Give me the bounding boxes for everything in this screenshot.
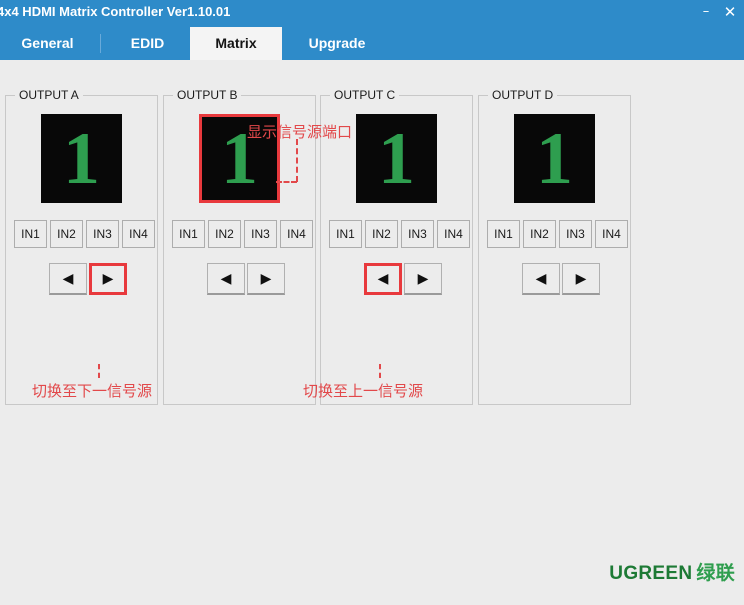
output-d-display: 1	[514, 114, 595, 203]
minimize-button[interactable]: –	[702, 4, 710, 19]
brand-name-cn: 绿联	[696, 562, 735, 584]
tab-edid[interactable]: EDID	[130, 35, 165, 51]
output-d-next-arrow-icon[interactable]: ▶	[562, 263, 600, 295]
annotation-prev-source: 切换至上一信号源	[303, 382, 424, 400]
tab-bar: General EDID Matrix Upgrade	[0, 27, 744, 60]
output-b-in2-button[interactable]: IN2	[208, 220, 241, 248]
output-c-next-arrow-icon[interactable]: ▶	[404, 263, 442, 295]
annotation-next-source: 切换至下一信号源	[32, 382, 153, 400]
output-b-prev-arrow-icon[interactable]: ◀	[207, 263, 245, 295]
output-b-in3-button[interactable]: IN3	[244, 220, 277, 248]
annotation-leader-line-display-port-horizontal	[276, 181, 297, 183]
output-d-display-value: 1	[536, 117, 573, 200]
window-titlebar: 4x4 HDMI Matrix Controller Ver1.10.01 – …	[0, 0, 744, 27]
output-group-d: OUTPUT D 1 IN1 IN2 IN3 IN4 ◀ ▶	[478, 88, 631, 405]
output-c-in1-button[interactable]: IN1	[329, 220, 362, 248]
brand-logo: UGREEN 绿联	[609, 558, 735, 585]
output-a-in4-button[interactable]: IN4	[122, 220, 155, 248]
output-a-in1-button[interactable]: IN1	[14, 220, 47, 248]
output-b-in1-button[interactable]: IN1	[172, 220, 205, 248]
output-c-prev-arrow-icon[interactable]: ◀	[364, 263, 402, 295]
output-b-title: OUTPUT B	[173, 88, 242, 102]
output-c-display: 1	[356, 114, 437, 203]
output-group-a: OUTPUT A 1 IN1 IN2 IN3 IN4 ◀ ▶	[5, 88, 158, 405]
output-d-title: OUTPUT D	[488, 88, 558, 102]
tab-general[interactable]: General	[21, 35, 74, 51]
output-c-input-buttons: IN1 IN2 IN3 IN4	[329, 220, 470, 248]
output-c-in3-button[interactable]: IN3	[401, 220, 434, 248]
output-group-b: OUTPUT B 1 IN1 IN2 IN3 IN4 ◀ ▶	[163, 88, 316, 405]
output-b-arrow-buttons: ◀ ▶	[207, 263, 285, 295]
output-c-in4-button[interactable]: IN4	[437, 220, 470, 248]
output-a-display: 1	[41, 114, 122, 203]
close-button[interactable]: ✕	[723, 3, 737, 21]
output-b-in4-button[interactable]: IN4	[280, 220, 313, 248]
output-d-in4-button[interactable]: IN4	[595, 220, 628, 248]
tab-matrix[interactable]: Matrix	[190, 27, 282, 60]
output-c-title: OUTPUT C	[330, 88, 400, 102]
output-a-in2-button[interactable]: IN2	[50, 220, 83, 248]
output-d-prev-arrow-icon[interactable]: ◀	[522, 263, 560, 295]
output-a-prev-arrow-icon[interactable]: ◀	[49, 263, 87, 295]
annotation-leader-line-display-port-vertical	[296, 139, 298, 182]
output-a-arrow-buttons: ◀ ▶	[49, 263, 127, 295]
output-a-display-value: 1	[63, 117, 100, 200]
output-d-in3-button[interactable]: IN3	[559, 220, 592, 248]
output-a-title: OUTPUT A	[15, 88, 83, 102]
tab-separator	[100, 34, 101, 53]
brand-name: UGREEN	[609, 563, 693, 584]
output-b-display: 1	[199, 114, 280, 203]
window-title: 4x4 HDMI Matrix Controller Ver1.10.01	[0, 4, 231, 19]
tab-upgrade[interactable]: Upgrade	[308, 35, 366, 51]
output-d-in2-button[interactable]: IN2	[523, 220, 556, 248]
output-group-c: OUTPUT C 1 IN1 IN2 IN3 IN4 ◀ ▶	[320, 88, 473, 405]
annotation-leader-line-next-source	[98, 364, 100, 378]
matrix-panel: OUTPUT A 1 IN1 IN2 IN3 IN4 ◀ ▶ OUTPUT B …	[0, 60, 744, 605]
output-b-display-value: 1	[221, 117, 258, 200]
output-c-arrow-buttons: ◀ ▶	[364, 263, 442, 295]
output-a-in3-button[interactable]: IN3	[86, 220, 119, 248]
output-c-display-value: 1	[378, 117, 415, 200]
output-d-in1-button[interactable]: IN1	[487, 220, 520, 248]
output-a-next-arrow-icon[interactable]: ▶	[89, 263, 127, 295]
output-d-input-buttons: IN1 IN2 IN3 IN4	[487, 220, 628, 248]
output-c-in2-button[interactable]: IN2	[365, 220, 398, 248]
output-d-arrow-buttons: ◀ ▶	[522, 263, 600, 295]
output-b-input-buttons: IN1 IN2 IN3 IN4	[172, 220, 313, 248]
output-a-input-buttons: IN1 IN2 IN3 IN4	[14, 220, 155, 248]
annotation-display-port: 显示信号源端口	[247, 123, 353, 141]
output-b-next-arrow-icon[interactable]: ▶	[247, 263, 285, 295]
annotation-leader-line-prev-source	[379, 364, 381, 378]
